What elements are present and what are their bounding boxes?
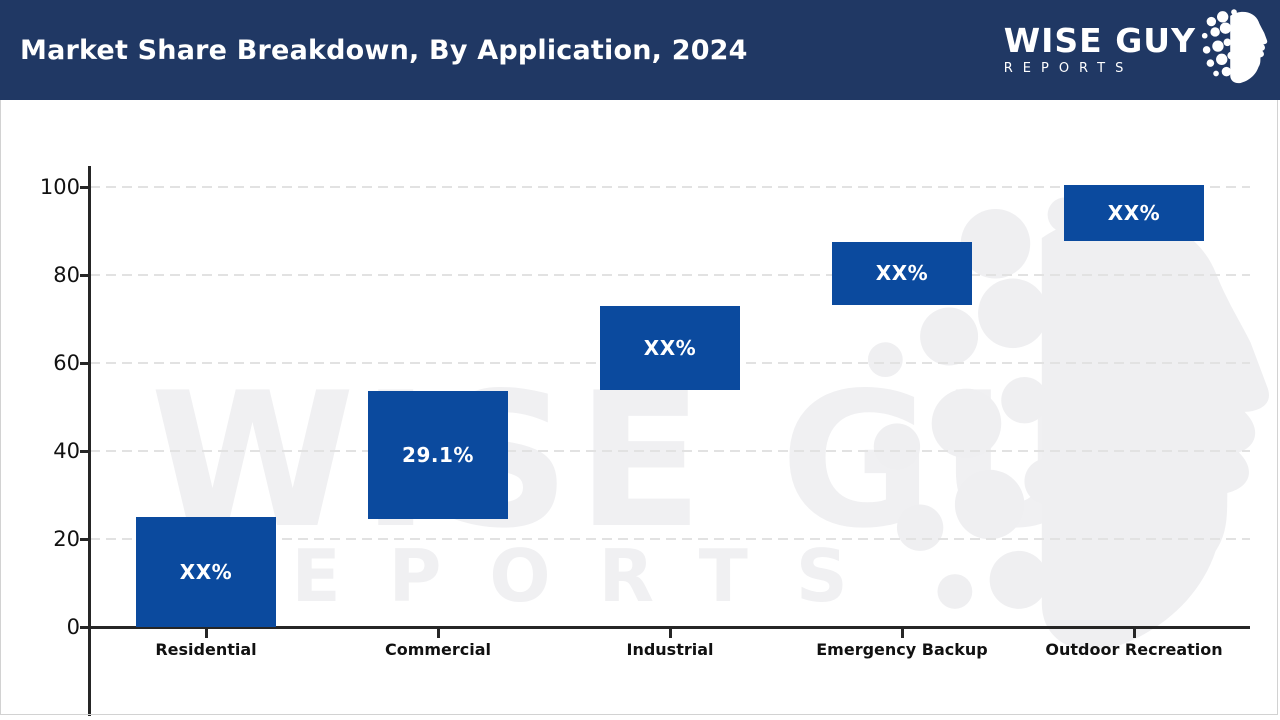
category-label-emergency-backup: Emergency Backup — [816, 640, 988, 659]
bar-value-label-outdoor-recreation: XX% — [1107, 201, 1161, 226]
watermark-brand-subname: REPORTS — [188, 534, 896, 618]
y-tick-label-40: 40 — [53, 439, 80, 463]
dotted-head-icon — [1200, 6, 1268, 94]
header-bar: Market Share Breakdown, By Application, … — [0, 0, 1280, 100]
y-tick-label-80: 80 — [53, 263, 80, 287]
y-tick-mark-60 — [80, 362, 89, 365]
x-tick-mark-emergency-backup — [901, 629, 904, 638]
y-tick-mark-40 — [80, 450, 89, 453]
x-tick-mark-residential — [205, 629, 208, 638]
bar-value-label-emergency-backup: XX% — [875, 261, 929, 286]
bar-value-label-commercial: 29.1% — [402, 443, 474, 468]
category-label-commercial: Commercial — [384, 640, 492, 659]
bar-commercial: 29.1% — [368, 391, 508, 520]
y-tick-mark-0 — [80, 626, 89, 629]
brand-logo: WISE GUY REPORTS — [1004, 6, 1268, 94]
x-tick-mark-industrial — [669, 629, 672, 638]
bar-value-label-residential: XX% — [179, 560, 233, 584]
brand-logo-text: WISE GUY REPORTS — [1004, 23, 1196, 77]
x-tick-mark-commercial — [437, 629, 440, 638]
x-tick-mark-outdoor-recreation — [1133, 629, 1136, 638]
category-label-residential: Residential — [155, 640, 257, 659]
y-tick-label-20: 20 — [53, 527, 80, 551]
y-tick-label-0: 0 — [66, 615, 80, 639]
x-axis-line — [86, 626, 1250, 629]
bar-industrial: XX% — [600, 305, 740, 390]
bar-emergency-backup: XX% — [832, 242, 972, 305]
brand-subname: REPORTS — [1003, 61, 1134, 76]
category-label-outdoor-recreation: Outdoor Recreation — [1045, 640, 1223, 659]
bar-residential: XX% — [136, 517, 276, 627]
bar-value-label-industrial: XX% — [643, 335, 697, 360]
gridline-100 — [90, 186, 1250, 188]
y-tick-mark-80 — [80, 274, 89, 277]
bar-outdoor-recreation: XX% — [1064, 185, 1204, 242]
gridline-20 — [90, 538, 1250, 540]
y-tick-mark-100 — [80, 186, 89, 189]
category-label-industrial: Industrial — [626, 640, 714, 659]
y-tick-mark-20 — [80, 538, 89, 541]
chart-area: WISE GUY REPORTS 0 20 40 60 80 100 XX% Resident… — [0, 100, 1280, 716]
chart-title: Market Share Breakdown, By Application, … — [20, 34, 748, 66]
brand-name: WISE GUY — [1003, 21, 1196, 60]
y-axis-line — [88, 166, 91, 716]
gridline-80 — [90, 274, 1250, 276]
gridline-40 — [90, 450, 1250, 452]
y-tick-label-100: 100 — [39, 175, 80, 199]
y-tick-label-60: 60 — [53, 351, 80, 375]
